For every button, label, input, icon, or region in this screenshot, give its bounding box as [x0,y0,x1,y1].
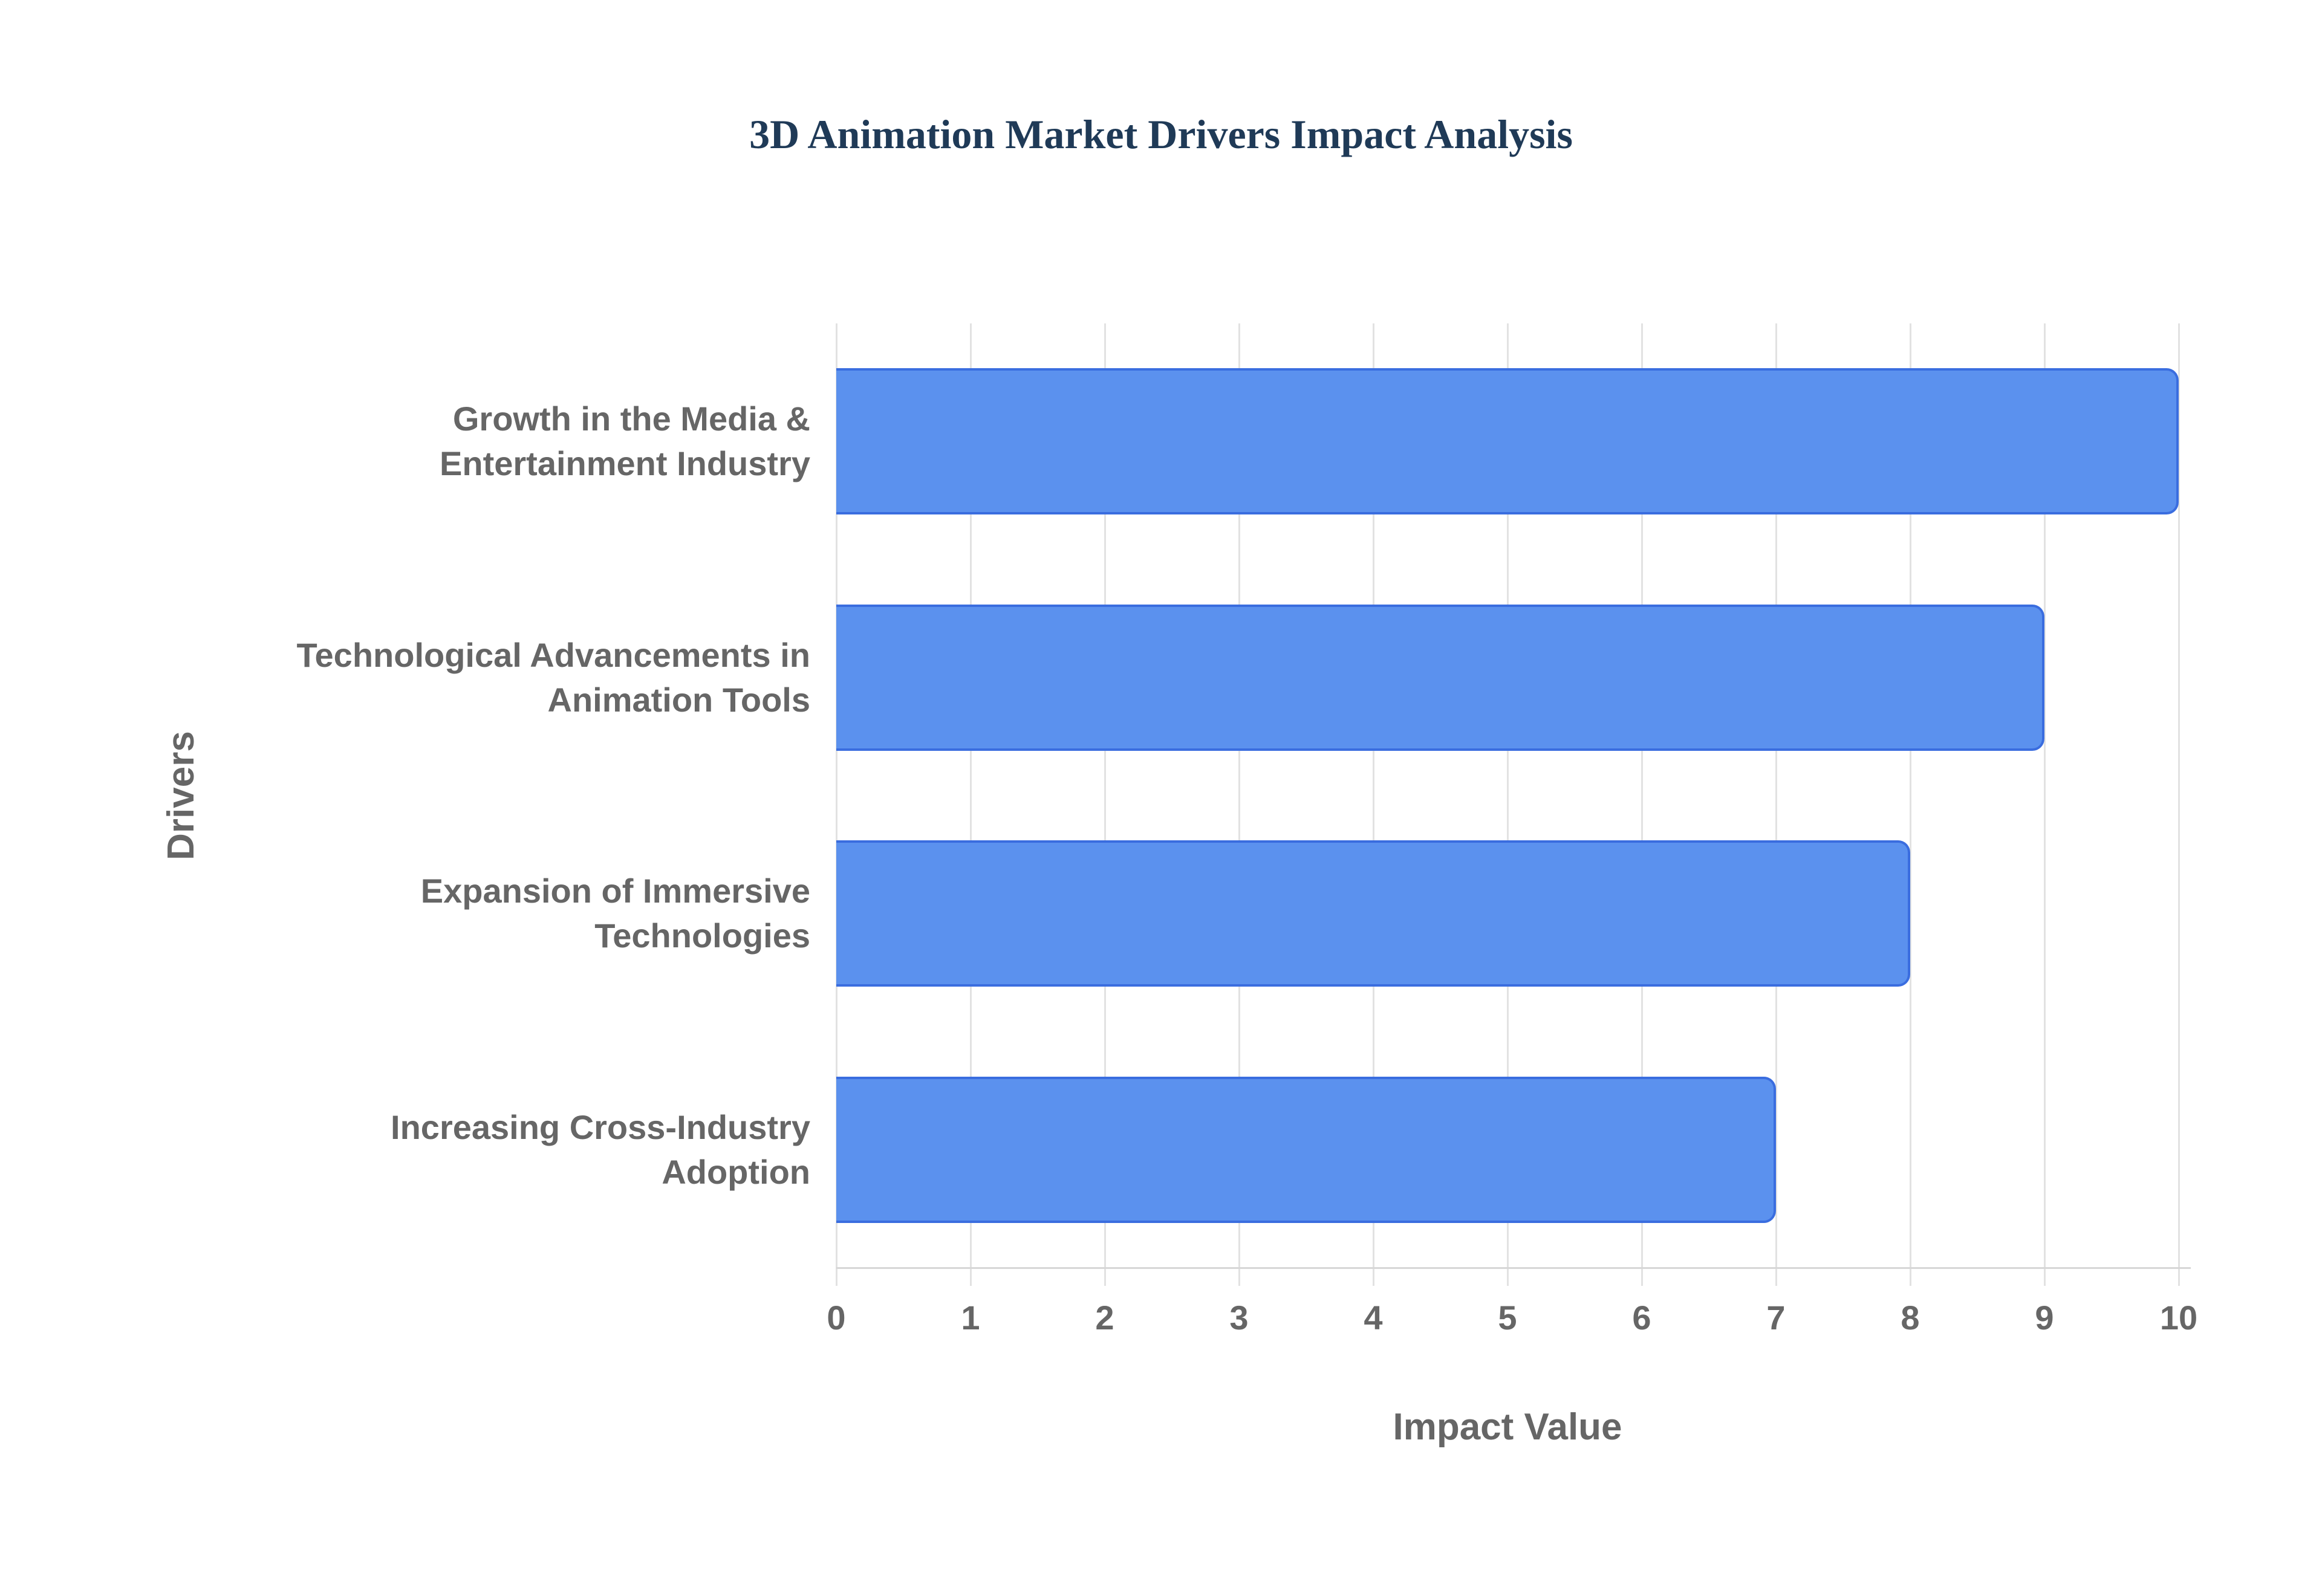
chart-title: 3D Animation Market Drivers Impact Analy… [749,111,1573,157]
gridline [1238,323,1240,1286]
bar [836,604,2044,751]
bar [836,368,2179,515]
gridline [1641,323,1643,1286]
category-label: Expansion of Immersive Technologies [420,872,810,955]
x-tick-label: 9 [2035,1299,2054,1337]
x-tick-label: 8 [1901,1299,1920,1337]
gridline [1372,323,1374,1286]
gridline [2043,323,2046,1286]
gridline [1909,323,1911,1286]
x-axis-title: Impact Value [1393,1406,1622,1448]
x-tick-label: 1 [961,1299,980,1337]
gridline [1775,323,1777,1286]
x-tick-label: 7 [1766,1299,1786,1337]
x-axis-line [836,1267,2191,1269]
y-axis-title: Drivers [160,731,202,860]
category-label: Technological Advancements in Animation … [296,635,810,719]
gridline [1506,323,1509,1286]
x-tick-label: 2 [1095,1299,1114,1337]
gridline [1104,323,1106,1286]
x-tick-label: 10 [2159,1299,2198,1337]
gridline [2177,323,2180,1286]
gridline [835,323,837,1286]
category-label: Increasing Cross-Industry Adoption [391,1108,810,1191]
x-tick-label: 3 [1229,1299,1249,1337]
x-tick-label: 6 [1632,1299,1651,1337]
gridline [969,323,972,1286]
category-label: Growth in the Media & Entertainment Indu… [440,400,810,483]
x-tick-label: 5 [1498,1299,1517,1337]
x-tick-label: 4 [1364,1299,1383,1337]
bar [836,1076,1776,1223]
x-tick-label: 0 [827,1299,846,1337]
bar [836,840,1910,987]
